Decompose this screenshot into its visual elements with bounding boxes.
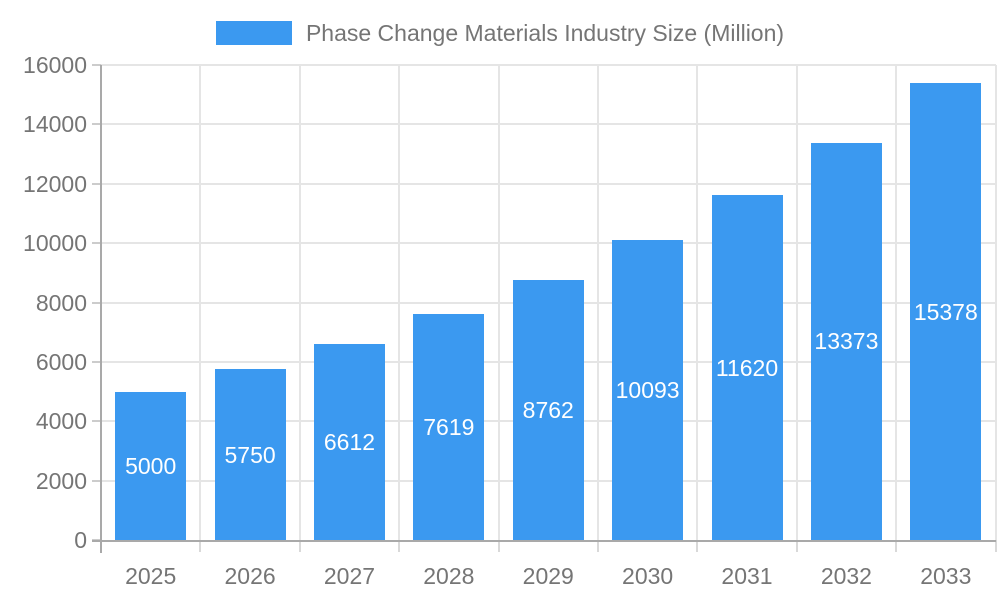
y-tick-label: 2000 (35, 467, 87, 494)
legend-swatch-icon (215, 21, 292, 45)
y-tick-label: 12000 (23, 170, 87, 197)
y-tick (92, 420, 101, 423)
x-tick (596, 540, 599, 552)
bar-2028[interactable] (413, 313, 485, 540)
bar-2026[interactable] (214, 369, 286, 540)
x-tick (199, 540, 202, 552)
v-gridline (398, 65, 401, 540)
y-tick (92, 123, 101, 126)
bar-2029[interactable] (512, 279, 584, 540)
x-tick (398, 540, 401, 552)
v-gridline (895, 65, 898, 540)
legend-label: Phase Change Materials Industry Size (Mi… (305, 20, 785, 46)
h-gridline (101, 123, 996, 126)
bar-value-label: 13373 (814, 328, 879, 355)
bar-value-label: 5750 (224, 441, 276, 468)
y-tick-label: 4000 (35, 408, 87, 435)
bar-2032[interactable] (810, 142, 882, 540)
x-axis-line (92, 540, 996, 542)
y-tick (92, 242, 101, 245)
h-gridline (101, 182, 996, 185)
x-tick (497, 540, 500, 552)
v-gridline (199, 65, 202, 540)
bar-value-label: 5000 (125, 452, 177, 479)
x-tick-label: 2026 (224, 563, 276, 589)
bar-value-label: 11620 (715, 354, 779, 381)
v-gridline (596, 65, 599, 540)
x-tick (298, 540, 301, 552)
y-tick-label: 0 (74, 527, 87, 553)
v-gridline (994, 65, 997, 540)
h-gridline (101, 242, 996, 245)
bar-value-label: 15378 (913, 298, 978, 325)
y-tick-label: 14000 (23, 111, 87, 138)
h-gridline (101, 64, 996, 66)
bar-2031[interactable] (711, 195, 783, 540)
x-tick-label: 2029 (522, 563, 574, 589)
legend[interactable]: Phase Change Materials Industry Size (Mi… (0, 20, 1000, 46)
y-tick (92, 360, 101, 363)
x-tick (994, 540, 997, 552)
bar-2025[interactable] (115, 391, 187, 540)
x-tick-label: 2033 (920, 563, 972, 589)
y-tick (92, 301, 101, 304)
v-gridline (497, 65, 500, 540)
bar-value-label: 8762 (522, 396, 574, 423)
x-tick-label: 2028 (423, 563, 475, 589)
y-tick (92, 182, 101, 185)
x-tick (895, 540, 898, 552)
x-tick (795, 540, 798, 552)
y-tick-label: 10000 (23, 230, 87, 257)
x-tick-label: 2030 (622, 563, 674, 589)
y-tick-label: 16000 (23, 52, 87, 78)
x-tick-label: 2025 (125, 563, 177, 589)
bar-2030[interactable] (612, 240, 684, 540)
bar-value-label: 7619 (423, 413, 475, 440)
v-gridline (795, 65, 798, 540)
bar-2033[interactable] (910, 83, 982, 540)
bar-value-label: 10093 (615, 377, 680, 404)
y-tick (92, 64, 101, 66)
bar-value-label: 6612 (323, 428, 376, 455)
v-gridline (696, 65, 699, 540)
y-axis-line (100, 65, 102, 553)
v-gridline (298, 65, 301, 540)
bar-2027[interactable] (313, 343, 385, 540)
y-tick-label: 8000 (35, 289, 87, 316)
x-tick (696, 540, 699, 552)
x-tick-label: 2031 (721, 563, 773, 589)
x-tick-label: 2032 (820, 563, 872, 589)
y-tick-label: 6000 (35, 348, 87, 375)
x-tick-label: 2027 (323, 563, 376, 589)
y-tick (92, 479, 101, 482)
